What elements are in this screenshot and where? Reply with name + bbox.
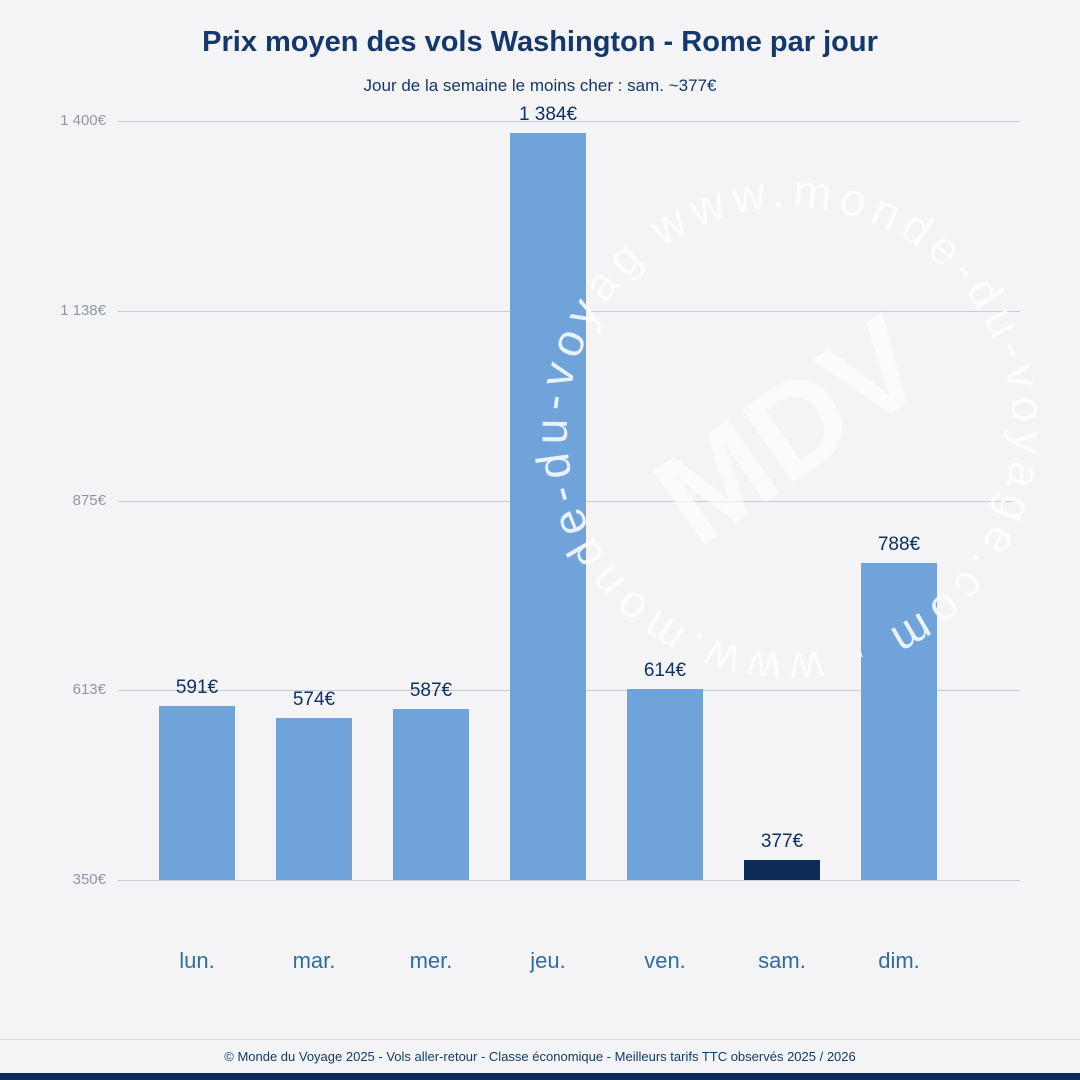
bar-value-label: 574€: [292, 689, 336, 711]
bar-value-label: 614€: [643, 660, 687, 682]
x-axis-tick-label: jeu.: [530, 948, 566, 973]
y-axis-tick-label: 1 400€: [60, 112, 106, 129]
x-axis-tick-label: dim.: [878, 948, 920, 973]
bar-value-label: 591€: [175, 676, 219, 698]
x-axis-tick-label: sam.: [758, 948, 806, 973]
chart-title: Prix moyen des vols Washington - Rome pa…: [202, 26, 878, 58]
bar-value-label: 788€: [877, 534, 921, 556]
bar-jeu: [510, 132, 586, 880]
footer-accent-bar: [0, 1073, 1080, 1080]
bar-ven: [627, 689, 703, 880]
bar-sam: [744, 860, 820, 880]
plot-area: 591€ 574€ 587€ 1 384€ 614€ 377€ 788€: [118, 104, 1020, 881]
x-axis-tick-label: ven.: [644, 948, 686, 973]
chart-subtitle: Jour de la semaine le moins cher : sam. …: [363, 76, 717, 95]
bar-value-label: 377€: [760, 831, 804, 853]
y-axis-tick-label: 613€: [72, 681, 106, 699]
x-axis-tick-label: mer.: [409, 948, 453, 973]
gridline: [118, 121, 1020, 122]
y-axis-tick-label: 875€: [72, 491, 106, 509]
x-axis-tick-label: lun.: [179, 948, 215, 973]
footer-credits: © Monde du Voyage 2025 - Vols aller-reto…: [224, 1049, 856, 1064]
bar-lun: [159, 705, 235, 880]
bar-mer: [393, 708, 469, 880]
bar-mar: [276, 718, 352, 880]
gridline: [118, 880, 1020, 881]
x-axis-tick-label: mar.: [292, 948, 336, 973]
y-axis-tick-label: 350€: [72, 871, 106, 888]
bar-value-label: 587€: [409, 679, 453, 701]
bar-dim: [861, 563, 937, 880]
y-axis-tick-label: 1 138€: [60, 301, 106, 319]
bar-value-label: 1 384€: [518, 103, 578, 125]
footer-divider: [0, 1039, 1080, 1040]
